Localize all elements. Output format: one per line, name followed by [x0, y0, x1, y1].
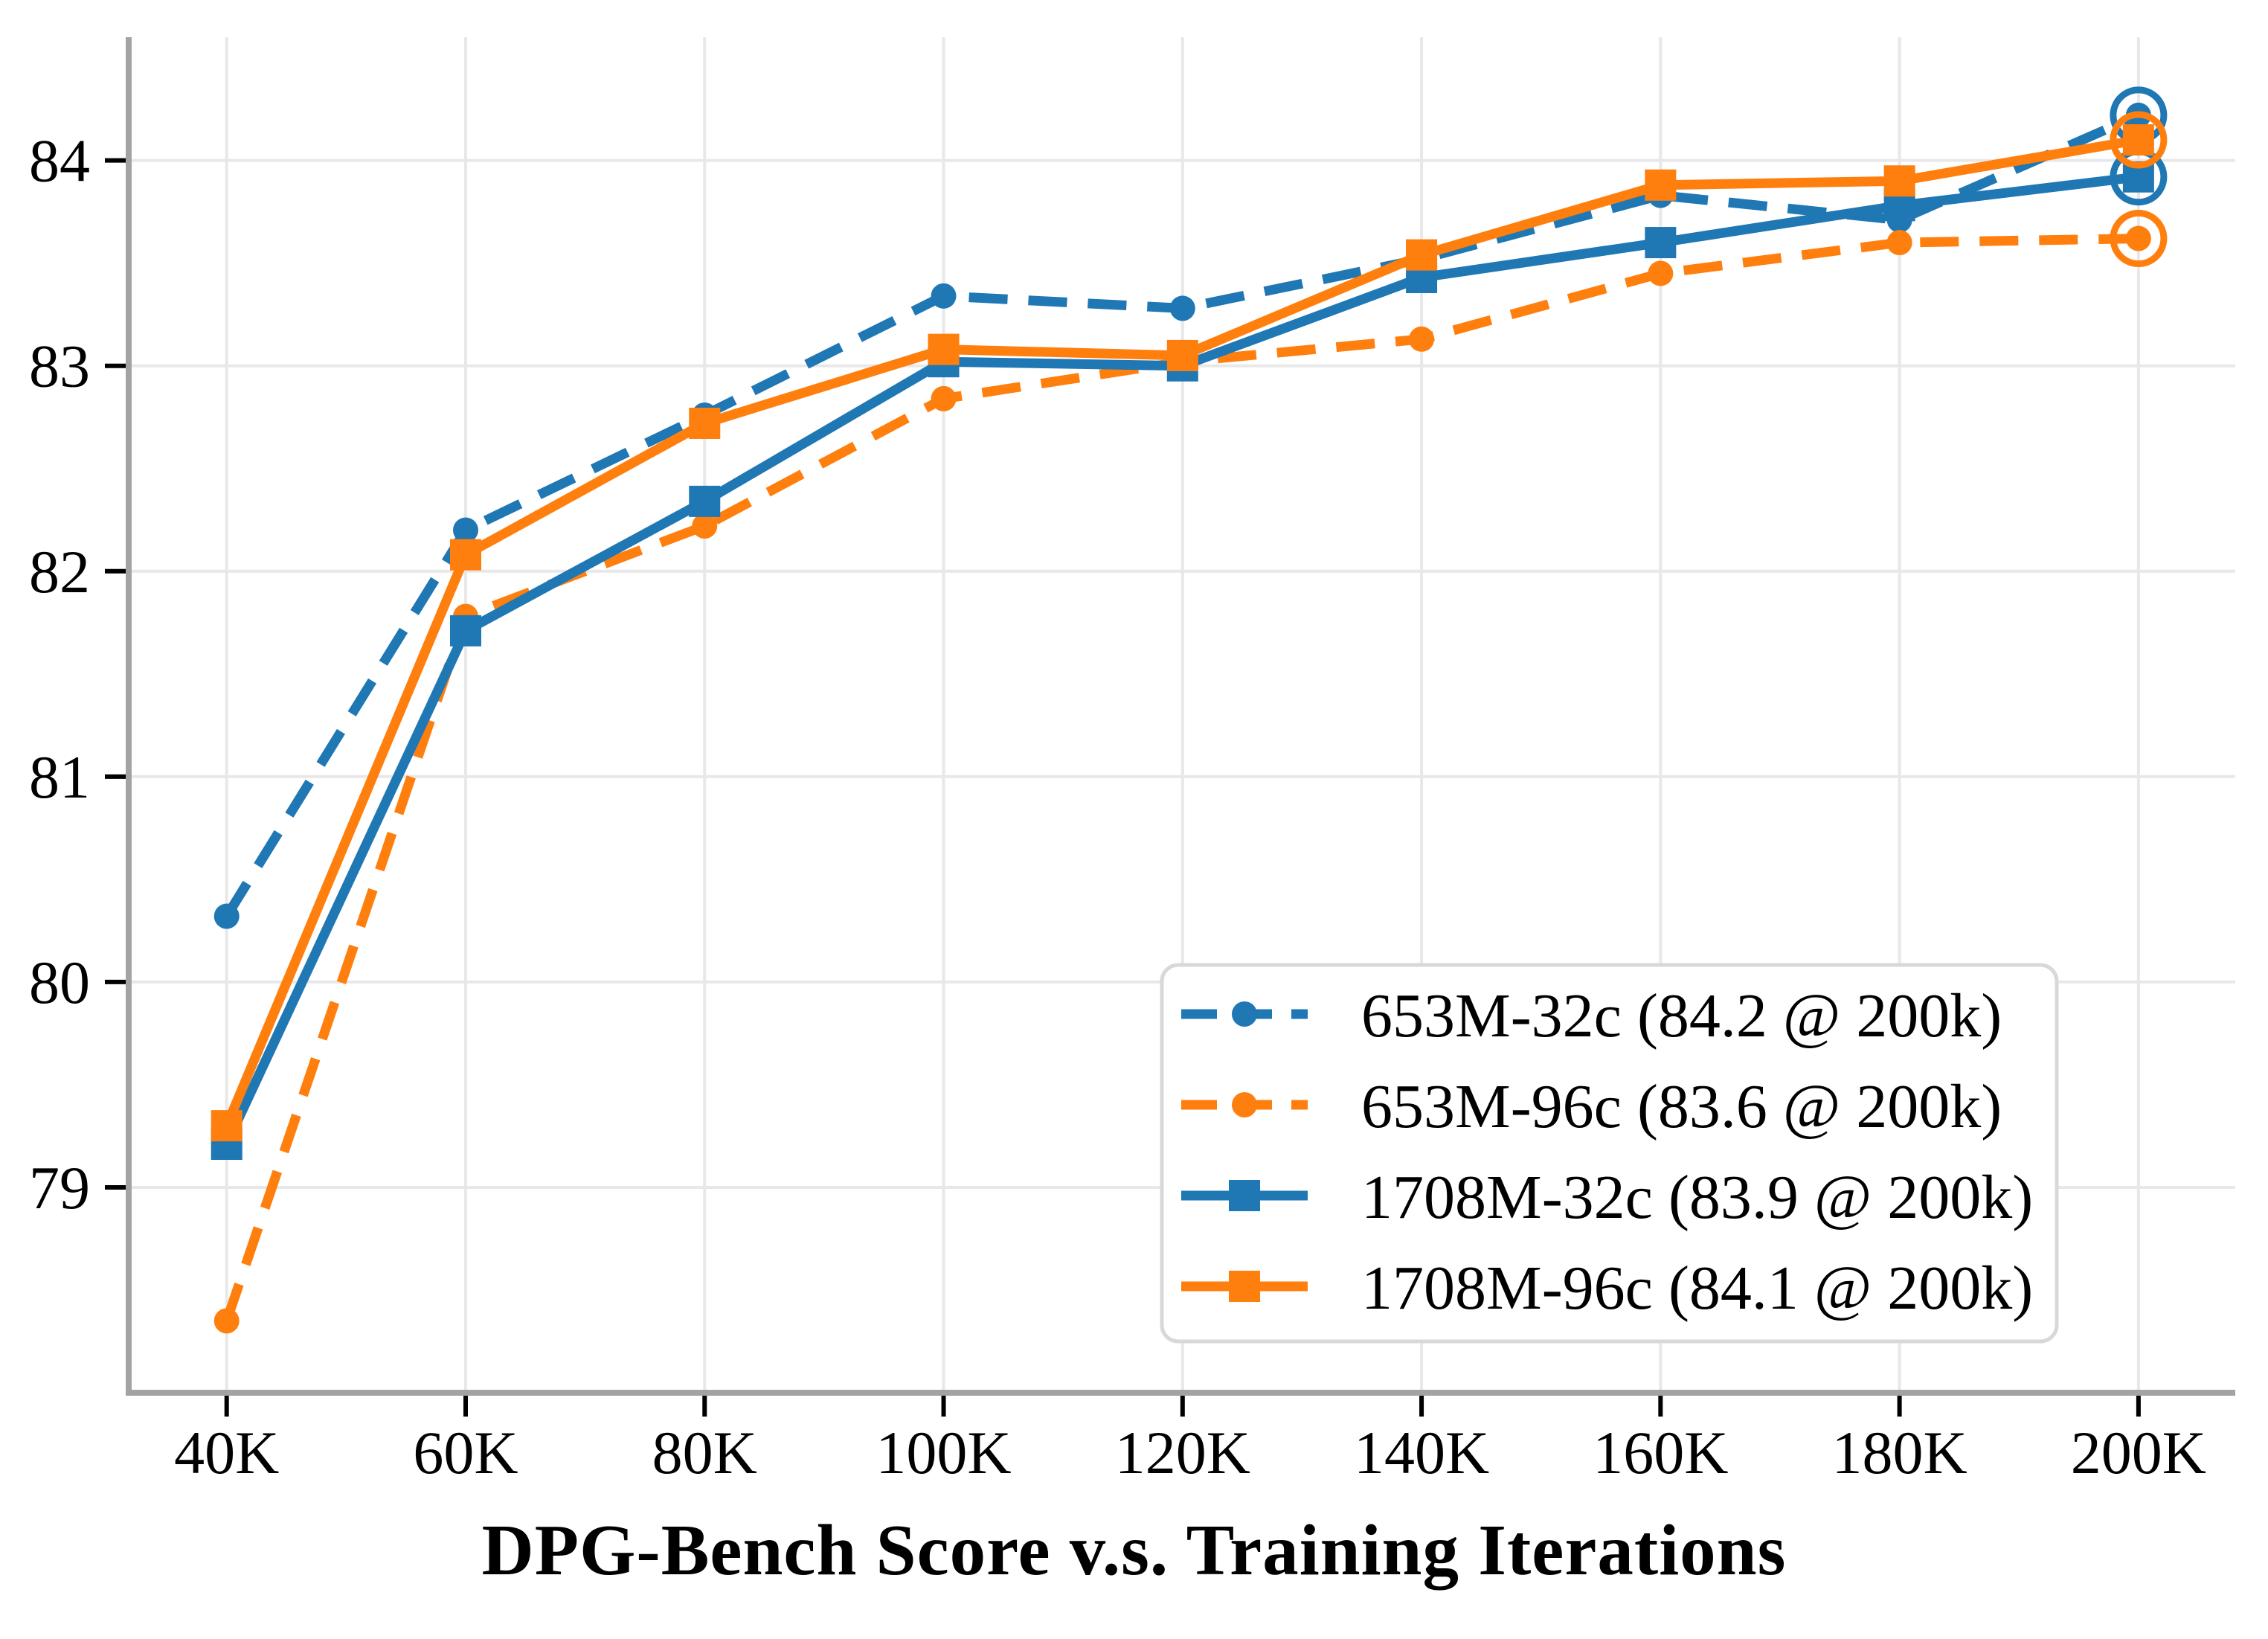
- marker-square-1708M-96c: [1645, 169, 1677, 201]
- x-tick-label: 120K: [1115, 1419, 1250, 1486]
- series-653M-32c: [213, 86, 2168, 929]
- x-tick-label: 180K: [1832, 1419, 1967, 1486]
- legend-marker-square: [1229, 1271, 1260, 1302]
- marker-circle-653M-96c: [1648, 260, 1674, 286]
- legend-marker-square: [1229, 1180, 1260, 1211]
- marker-square-1708M-96c: [1166, 339, 1198, 371]
- marker-square-1708M-32c: [449, 615, 481, 647]
- legend: 653M-32c (84.2 @ 200k) 653M-96c (83.6 @ 2…: [1160, 963, 2059, 1344]
- marker-square-1708M-96c: [1406, 239, 1438, 271]
- legend-label: 1708M-96c (84.1 @ 200k): [1361, 1254, 2033, 1323]
- x-tick-label: 100K: [876, 1419, 1011, 1486]
- legend-row-653M-96c: 653M-96c (83.6 @ 200k): [1181, 1072, 2002, 1141]
- legend-row-1708M-96c: 1708M-96c (84.1 @ 200k): [1181, 1254, 2033, 1323]
- series-1708M-96c: [211, 111, 2168, 1142]
- marker-circle-653M-32c: [931, 283, 957, 309]
- marker-circle-653M-32c: [213, 903, 240, 929]
- marker-square-1708M-96c: [1883, 165, 1915, 197]
- marker-circle-653M-96c: [2125, 225, 2151, 251]
- y-tick-label: 82: [29, 538, 90, 606]
- axes-spines: [126, 37, 2235, 1396]
- x-tick-label: 60K: [413, 1419, 518, 1486]
- x-tick-label: 200K: [2071, 1419, 2206, 1486]
- marker-square-1708M-96c: [928, 333, 960, 365]
- marker-circle-653M-96c: [931, 385, 957, 411]
- marker-square-1708M-32c: [1645, 227, 1677, 259]
- y-tick-label: 80: [29, 949, 90, 1016]
- axis-ticks: 40K 60K 80K 100K 120K 140K 160K 180K 200K 79 80 81 8…: [29, 127, 2206, 1486]
- marker-square-1708M-96c: [2122, 124, 2154, 156]
- marker-square-1708M-96c: [449, 539, 481, 571]
- final-value-ring-653M-96c: [2110, 210, 2168, 268]
- marker-circle-653M-96c: [1886, 230, 1912, 256]
- legend-marker-circle: [1232, 1001, 1257, 1027]
- x-tick-label: 140K: [1354, 1419, 1489, 1486]
- y-tick-label: 84: [29, 127, 90, 195]
- chart-title: DPG-Bench Score v.s. Training Iterations: [481, 1510, 1787, 1590]
- marker-square-1708M-96c: [211, 1110, 242, 1142]
- y-tick-label: 81: [29, 743, 90, 811]
- marker-circle-653M-32c: [1169, 295, 1195, 321]
- final-value-ring-1708M-96c: [2110, 111, 2168, 169]
- marker-circle-653M-96c: [213, 1308, 240, 1334]
- marker-square-1708M-96c: [689, 407, 721, 439]
- legend-label: 1708M-32c (83.9 @ 200k): [1361, 1163, 2033, 1232]
- legend-label: 653M-96c (83.6 @ 200k): [1361, 1072, 2002, 1141]
- x-tick-label: 80K: [652, 1419, 757, 1486]
- marker-square-1708M-32c: [689, 485, 721, 517]
- x-tick-label: 160K: [1593, 1419, 1728, 1486]
- legend-row-1708M-32c: 1708M-32c (83.9 @ 200k): [1181, 1163, 2033, 1232]
- marker-circle-653M-32c: [452, 517, 478, 543]
- legend-row-653M-32c: 653M-32c (84.2 @ 200k): [1181, 981, 2002, 1051]
- y-tick-label: 79: [29, 1154, 90, 1222]
- y-tick-label: 83: [29, 333, 90, 400]
- legend-marker-circle: [1232, 1092, 1257, 1117]
- marker-circle-653M-96c: [1409, 326, 1435, 352]
- legend-label: 653M-32c (84.2 @ 200k): [1361, 981, 2002, 1051]
- x-tick-label: 40K: [174, 1419, 279, 1486]
- marker-circle-653M-96c: [692, 513, 718, 539]
- legend-box: [1160, 963, 2059, 1344]
